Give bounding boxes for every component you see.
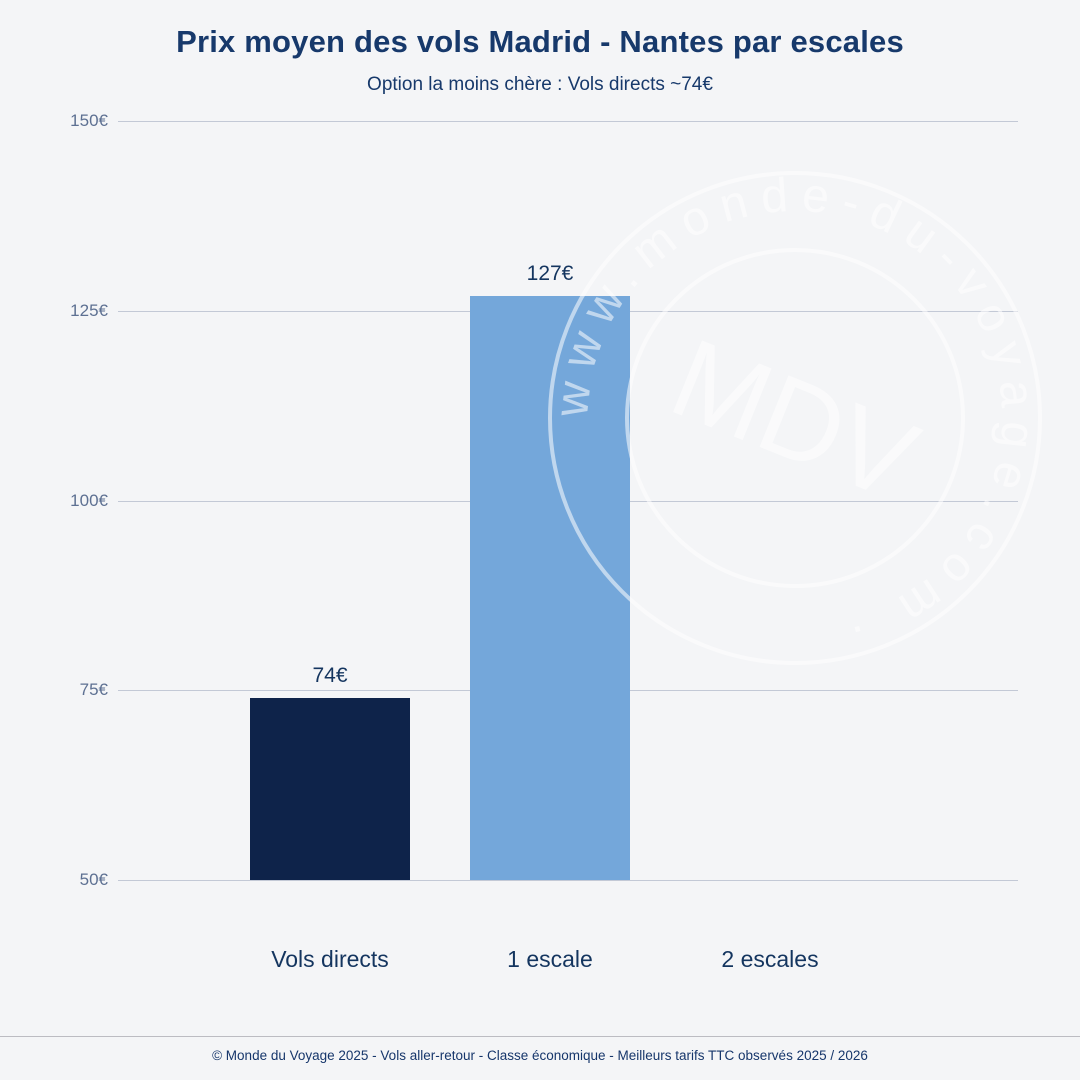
x-axis-category-label: 1 escale <box>507 946 593 972</box>
footer-divider <box>0 1036 1080 1037</box>
footer-text: © Monde du Voyage 2025 - Vols aller-reto… <box>212 1048 868 1063</box>
x-axis-category-label: Vols directs <box>271 946 389 972</box>
bar-1-escale <box>470 295 630 880</box>
page-subtitle: Option la moins chère : Vols directs ~74… <box>367 74 713 95</box>
x-axis-category-label: 2 escales <box>721 946 819 972</box>
y-axis-tick-label: 125€ <box>70 300 108 320</box>
gridline <box>118 880 1018 881</box>
bar-vols-directs <box>250 697 410 880</box>
bar-value-label: 74€ <box>312 663 348 687</box>
y-axis-tick-label: 150€ <box>70 111 108 130</box>
gridline <box>118 121 1018 122</box>
bar-value-label: 127€ <box>526 261 574 285</box>
y-axis-tick-label: 100€ <box>70 490 108 510</box>
y-axis-tick-label: 50€ <box>79 870 108 889</box>
y-axis-tick-label: 75€ <box>79 680 108 700</box>
page-title: Prix moyen des vols Madrid - Nantes par … <box>176 24 904 59</box>
